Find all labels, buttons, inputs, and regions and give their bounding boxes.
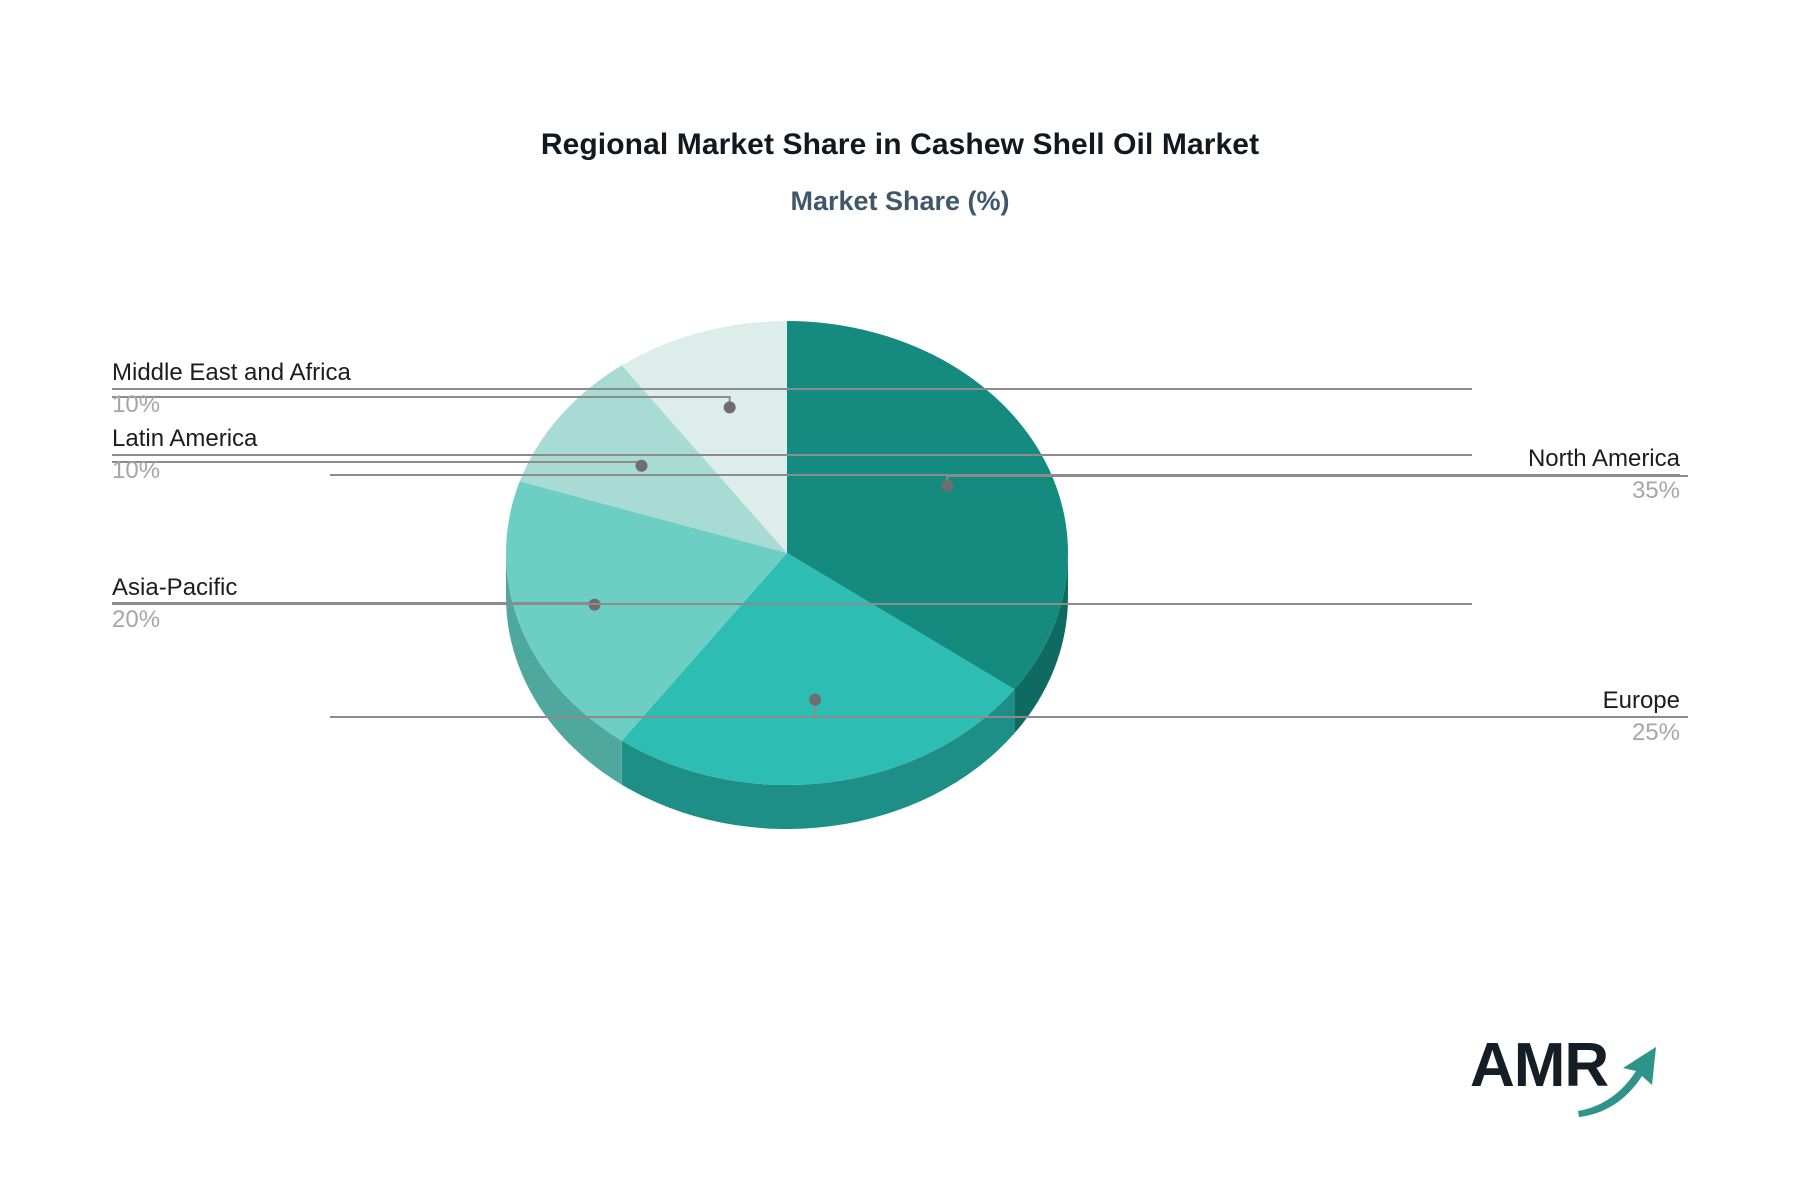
callout-label: North America	[1527, 445, 1680, 472]
pie-slice-middle-east-and-africa[interactable]	[621, 321, 787, 553]
callout-value: 10%	[112, 391, 161, 418]
chart-subtitle: Market Share (%)	[790, 186, 1010, 216]
callout-rule	[112, 388, 1472, 390]
pie-slice-asia-pacific[interactable]	[506, 481, 787, 741]
callout-value: 10%	[112, 457, 161, 484]
callout-asia-pacific: Asia-Pacific 20%	[112, 573, 1472, 635]
callout-label: Asia-Pacific	[112, 574, 238, 601]
pie-slice-latin-america[interactable]	[519, 365, 787, 553]
pie-slices	[506, 321, 1068, 785]
callout-label: Europe	[1602, 687, 1680, 714]
callout-rule	[112, 603, 1472, 605]
callout-rule	[330, 716, 1680, 718]
callout-value: 25%	[1631, 719, 1680, 746]
callout-label: Middle East and Africa	[112, 359, 351, 386]
callout-north-america: North America 35%	[330, 444, 1680, 506]
pie-slice-side	[1014, 553, 1068, 734]
callout-value: 20%	[112, 606, 161, 633]
pie-slice-side	[621, 689, 1015, 830]
growth-arrow-icon	[1578, 1047, 1656, 1117]
callout-europe: Europe 25%	[330, 686, 1680, 748]
callout-label: Latin America	[112, 425, 258, 452]
page-title: Regional Market Share in Cashew Shell Oi…	[540, 128, 1260, 161]
amr-logo: AMR	[1470, 1035, 1670, 1120]
pie-slice-side	[506, 553, 622, 785]
callout-middle-east-and-africa: Middle East and Africa 10%	[112, 358, 1472, 420]
callout-value: 35%	[1631, 477, 1680, 504]
pie-slice-north-america[interactable]	[787, 321, 1068, 690]
amr-wordmark: AMR	[1470, 1031, 1609, 1100]
callout-rule	[330, 474, 1680, 476]
pie-3d-sides	[506, 553, 1068, 830]
callout-latin-america: Latin America 10%	[112, 424, 1472, 486]
callout-rule	[112, 454, 1472, 456]
pie-slice-europe[interactable]	[621, 553, 1015, 785]
